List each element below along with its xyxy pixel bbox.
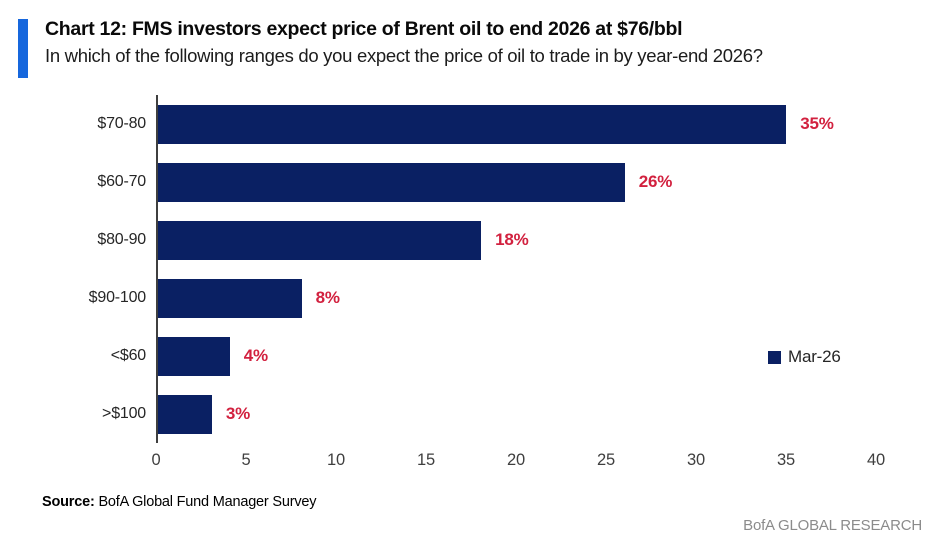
x-axis: 0 5 10 15 20 25 30 35 40 — [152, 451, 886, 473]
x-tick-label: 5 — [241, 451, 251, 469]
chart-subtitle: In which of the following ranges do you … — [45, 45, 763, 67]
bar-row: 3% — [158, 385, 876, 443]
source-label: Source: — [42, 494, 95, 510]
title-accent-bar — [18, 19, 28, 78]
value-label: 35% — [800, 114, 834, 133]
category-label: $60-70 — [97, 173, 146, 190]
bar — [158, 336, 230, 376]
plot-area: 35% 26% 18% 8% 4% 3% Mar-26 — [156, 95, 876, 443]
legend-swatch-icon — [768, 350, 781, 364]
x-tick-label: 35 — [777, 451, 795, 469]
legend-label: Mar-26 — [788, 347, 841, 366]
x-tick-label: 15 — [417, 451, 435, 469]
category-label: $80-90 — [97, 231, 146, 248]
bar — [158, 104, 787, 144]
category-labels: $70-80 $60-70 $80-90 $90-100 <$60 >$100 — [0, 95, 147, 443]
category-label: >$100 — [102, 405, 146, 422]
source-text: BofA Global Fund Manager Survey — [98, 494, 317, 510]
source-note: Source: BofA Global Fund Manager Survey — [42, 494, 317, 510]
category-label: <$60 — [110, 347, 146, 364]
bar — [158, 162, 625, 202]
x-tick-label: 0 — [151, 451, 161, 469]
x-tick-label: 20 — [507, 451, 525, 469]
value-label: 3% — [225, 404, 251, 423]
value-label: 4% — [243, 346, 268, 365]
value-label: 26% — [638, 172, 673, 191]
bar-row: 35% — [158, 95, 876, 153]
bar-row: 8% — [158, 269, 876, 327]
x-tick-label: 10 — [327, 451, 345, 469]
category-label: $70-80 — [97, 115, 146, 132]
value-label: 8% — [315, 288, 340, 307]
brand-mark: BofA GLOBAL RESEARCH — [743, 517, 922, 534]
bar — [158, 220, 482, 260]
x-tick-label: 30 — [687, 451, 705, 469]
chart-header: Chart 12: FMS investors expect price of … — [45, 16, 905, 67]
bar-row: 18% — [158, 211, 876, 269]
legend: Mar-26 — [768, 347, 841, 367]
bar — [158, 394, 212, 434]
bar — [158, 278, 302, 318]
bar-row: 4% — [158, 327, 876, 385]
category-label: $90-100 — [88, 289, 147, 306]
chart-title: Chart 12: FMS investors expect price of … — [45, 18, 683, 40]
x-tick-label: 40 — [867, 451, 885, 469]
x-tick-label: 25 — [597, 451, 615, 469]
bar-row: 26% — [158, 153, 876, 211]
value-label: 18% — [495, 230, 529, 249]
bar-chart: $70-80 $60-70 $80-90 $90-100 <$60 >$100 35% 26… — [0, 95, 930, 480]
